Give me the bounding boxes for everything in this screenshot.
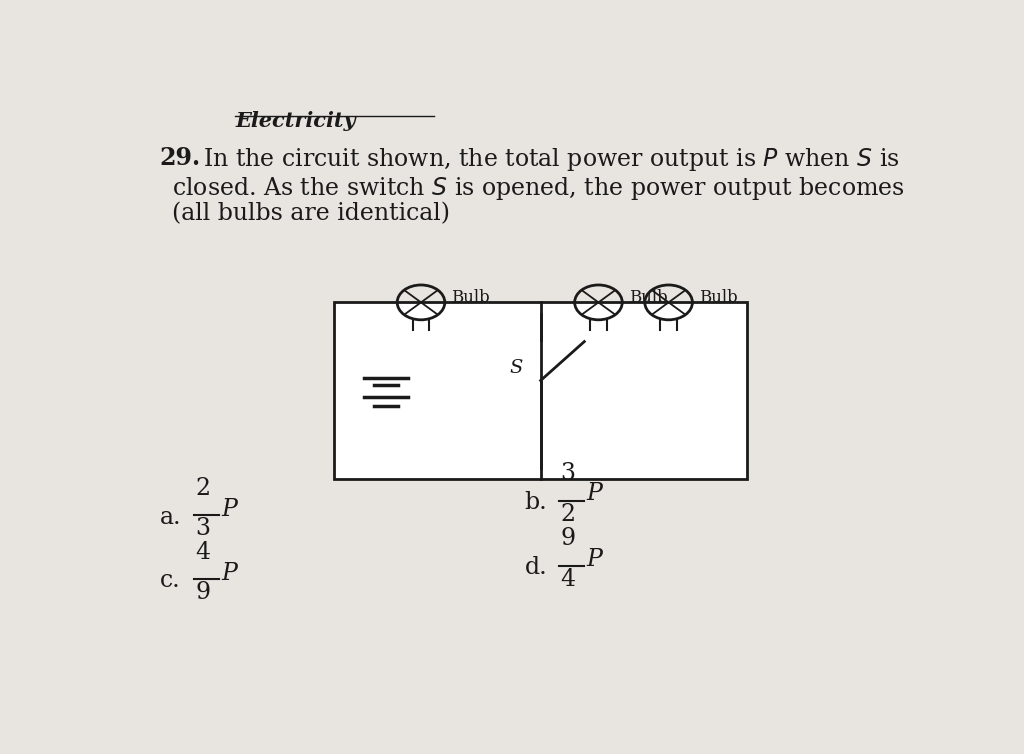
Bar [334,302,748,480]
Text: Electricity: Electricity [236,111,355,130]
Text: P: P [221,498,238,521]
Text: a.: a. [160,506,181,529]
Text: P: P [587,483,602,505]
Text: 2: 2 [560,503,575,526]
Text: In the circuit shown, the total power output is $P$ when $S$ is: In the circuit shown, the total power ou… [204,146,900,173]
Text: P: P [587,548,602,571]
Text: 29.: 29. [160,146,201,170]
Text: c.: c. [160,569,180,593]
Text: 4: 4 [196,541,211,564]
Text: d.: d. [524,556,548,579]
Text: Bulb: Bulb [452,290,489,306]
Text: Bulb: Bulb [629,290,668,306]
Text: Bulb: Bulb [698,290,737,306]
Text: b.: b. [524,491,548,514]
Text: 9: 9 [560,527,575,550]
Text: 2: 2 [196,477,211,500]
Text: P: P [221,562,238,585]
Text: S: S [510,359,523,377]
Text: closed. As the switch $S$ is opened, the power output becomes: closed. As the switch $S$ is opened, the… [172,175,904,201]
Text: 3: 3 [196,517,211,540]
Text: 9: 9 [196,581,211,604]
Text: 3: 3 [560,462,575,486]
Text: (all bulbs are identical): (all bulbs are identical) [172,202,450,225]
Text: 4: 4 [560,568,575,590]
